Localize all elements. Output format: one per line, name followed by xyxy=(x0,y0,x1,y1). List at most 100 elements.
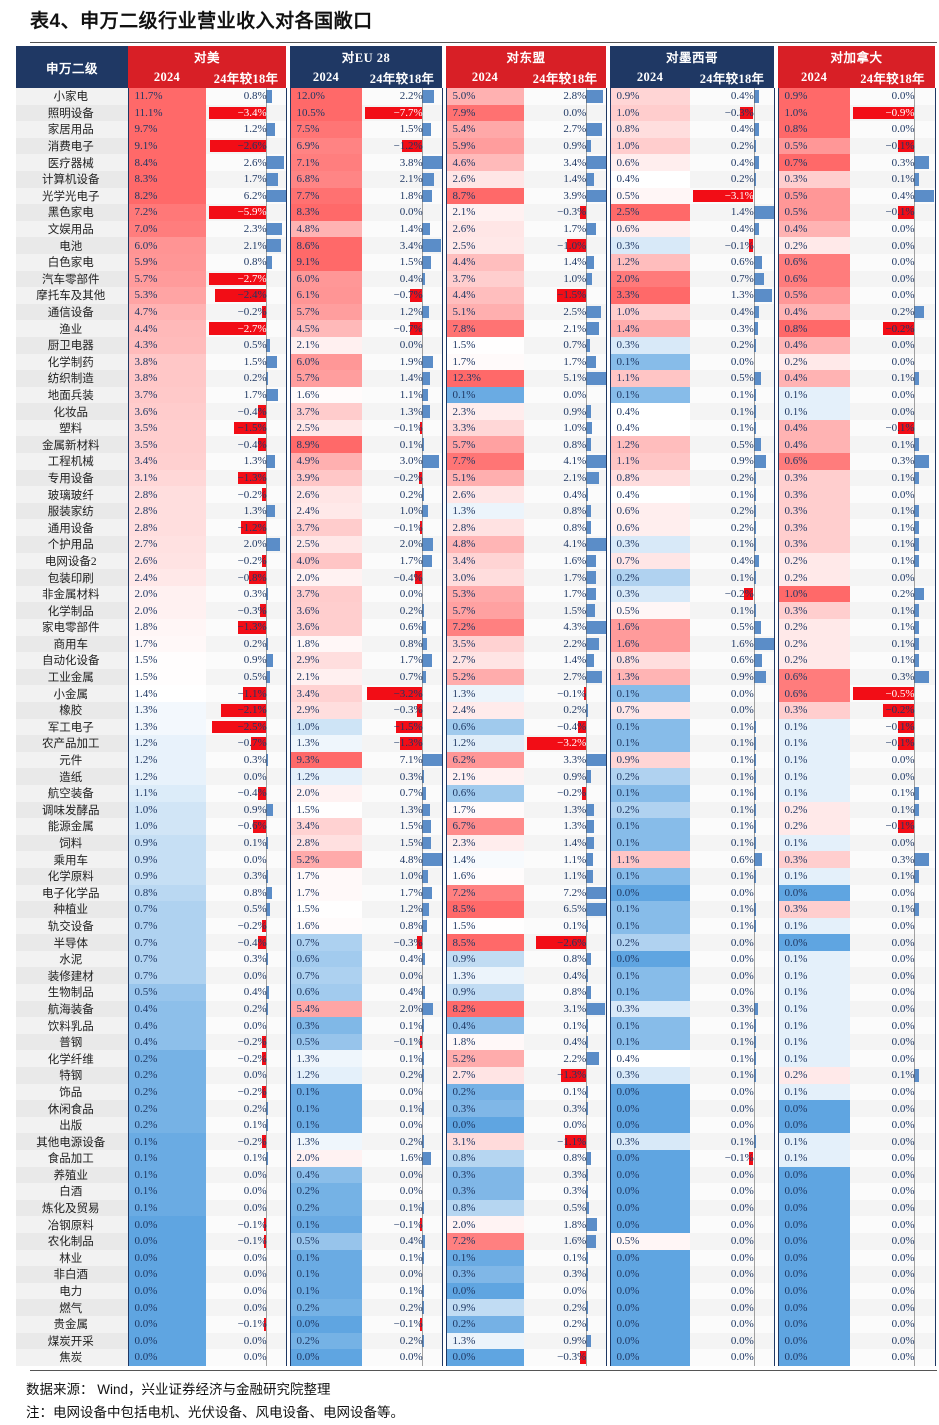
row-label: 煤炭开采 xyxy=(16,1332,128,1350)
table-row: 养殖业 0.1% 0.0% 0.4% 0.0% 0.3% 0.3% 0.0% 0.0% 0.0% 0… xyxy=(16,1166,936,1184)
delta-bar xyxy=(585,438,591,452)
group-gap xyxy=(286,1100,291,1117)
cell-level-value: 0.3% xyxy=(784,704,808,717)
cell-level-value: 0.2% xyxy=(616,770,640,783)
delta-axis xyxy=(753,170,755,188)
cell-level-value: 5.7% xyxy=(296,372,320,385)
cell-level: 0.1% xyxy=(777,1017,851,1034)
cell-delta-value: 0.6% xyxy=(730,654,754,667)
group-gap xyxy=(606,220,611,238)
delta-bar xyxy=(753,770,756,783)
cell-level: 4.8% xyxy=(289,220,363,238)
cell-delta: 0.1% xyxy=(690,419,775,437)
cell-level-value: 3.6% xyxy=(296,621,320,634)
table-head: 申万二级 对美 对EU 28 对东盟 对墨西哥 对加拿大 2024 24年较18… xyxy=(16,46,936,88)
delta-axis xyxy=(914,1100,916,1117)
cell-delta-value: 0.0% xyxy=(730,1318,754,1331)
table-row: 金属新材料 3.5% −0.4% 8.9% 0.1% 5.7% 0.8% 1.2% 0.5% 0.… xyxy=(16,436,936,454)
sub-sep-1 xyxy=(286,66,291,88)
group-gap xyxy=(774,1232,779,1250)
cell-delta: 0.1% xyxy=(850,652,936,669)
cell-delta-value: 0.3% xyxy=(563,1268,587,1281)
cell-delta-value: 0.2% xyxy=(891,306,915,319)
cell-level-value: 0.0% xyxy=(296,1318,320,1331)
cell-level: 0.0% xyxy=(127,1349,206,1366)
delta-bar xyxy=(585,571,597,584)
cell-delta: 1.4% xyxy=(362,220,443,238)
group-gap xyxy=(606,253,611,271)
cell-delta-value: −0.1% xyxy=(885,820,915,833)
cell-delta-value: −2.7% xyxy=(237,322,267,335)
cell-delta: 0.0% xyxy=(690,967,775,985)
cell-level: 1.0% xyxy=(777,585,851,603)
delta-bar xyxy=(259,604,267,617)
cell-delta: 0.1% xyxy=(690,386,775,404)
cell-delta: −1.5% xyxy=(524,287,607,304)
cell-level-value: 0.1% xyxy=(784,1036,808,1049)
cell-level-value: 0.2% xyxy=(616,571,640,584)
cell-delta: −1.5% xyxy=(206,419,287,437)
cell-level: 0.7% xyxy=(127,934,206,951)
cell-level: 1.3% xyxy=(445,685,525,702)
title-rule xyxy=(30,42,937,43)
delta-axis xyxy=(753,370,755,387)
cell-level: 3.8% xyxy=(127,370,206,387)
cell-delta: 0.0% xyxy=(850,287,936,304)
cell-delta-value: 0.0% xyxy=(730,1351,754,1364)
delta-axis xyxy=(753,104,755,122)
delta-axis xyxy=(753,934,755,951)
cell-delta-value: −0.3% xyxy=(557,1351,587,1364)
cell-level-value: 0.5% xyxy=(296,1235,320,1248)
delta-axis xyxy=(266,635,268,653)
cell-level-value: 8.9% xyxy=(296,438,320,451)
group-gap xyxy=(774,602,779,619)
group-gap xyxy=(606,751,611,769)
cell-level: 1.2% xyxy=(609,253,691,271)
group-gap xyxy=(442,1083,447,1101)
delta-bar xyxy=(208,206,267,219)
cell-delta: −0.4% xyxy=(206,934,287,951)
cell-level: 1.5% xyxy=(445,917,525,935)
delta-bar xyxy=(422,239,442,252)
delta-axis xyxy=(266,950,268,968)
cell-delta-value: 1.7% xyxy=(563,223,587,236)
delta-axis xyxy=(585,436,587,454)
delta-bar xyxy=(753,869,756,883)
table-row: 轨交设备 0.7% −0.2% 1.6% 0.8% 1.5% 0.1% 0.1% 0.1% 0.1… xyxy=(16,917,936,935)
cell-level: 7.7% xyxy=(445,453,525,470)
cell-level: 0.0% xyxy=(127,1282,206,1300)
cell-delta: 0.0% xyxy=(206,851,287,868)
cell-level-value: 7.2% xyxy=(134,206,158,219)
cell-level: 0.6% xyxy=(289,984,363,1001)
delta-axis xyxy=(753,1282,755,1300)
group-gap xyxy=(606,768,611,785)
cell-delta: 0.0% xyxy=(206,1349,287,1366)
cell-delta: 1.7% xyxy=(362,652,443,669)
delta-axis xyxy=(753,1067,755,1084)
cell-level: 0.6% xyxy=(289,950,363,968)
delta-axis xyxy=(585,287,587,304)
delta-axis xyxy=(422,1116,424,1134)
cell-delta: 0.1% xyxy=(524,1017,607,1034)
cell-level: 6.8% xyxy=(289,170,363,188)
cell-level: 2.3% xyxy=(445,834,525,852)
cell-delta: 0.0% xyxy=(850,917,936,935)
cell-level-value: 2.0% xyxy=(134,604,158,617)
cell-delta: 2.1% xyxy=(524,469,607,487)
group-gap xyxy=(774,1282,779,1300)
row-label: 个护用品 xyxy=(16,536,128,553)
group-gap xyxy=(442,619,447,636)
cell-level-value: 0.4% xyxy=(784,438,808,451)
cell-level-value: 2.1% xyxy=(452,770,476,783)
cell-delta-value: 0.2% xyxy=(399,1069,423,1082)
cell-level-value: 0.5% xyxy=(784,206,808,219)
row-label: 饲料 xyxy=(16,834,128,852)
delta-bar xyxy=(422,388,429,402)
cell-delta-value: 0.0% xyxy=(243,1301,267,1314)
cell-level: 0.7% xyxy=(127,917,206,935)
cell-level: 2.9% xyxy=(289,652,363,669)
delta-bar xyxy=(585,1201,589,1215)
delta-bar xyxy=(753,637,774,651)
group-gap xyxy=(606,1100,611,1117)
cell-level: 5.7% xyxy=(445,436,525,454)
